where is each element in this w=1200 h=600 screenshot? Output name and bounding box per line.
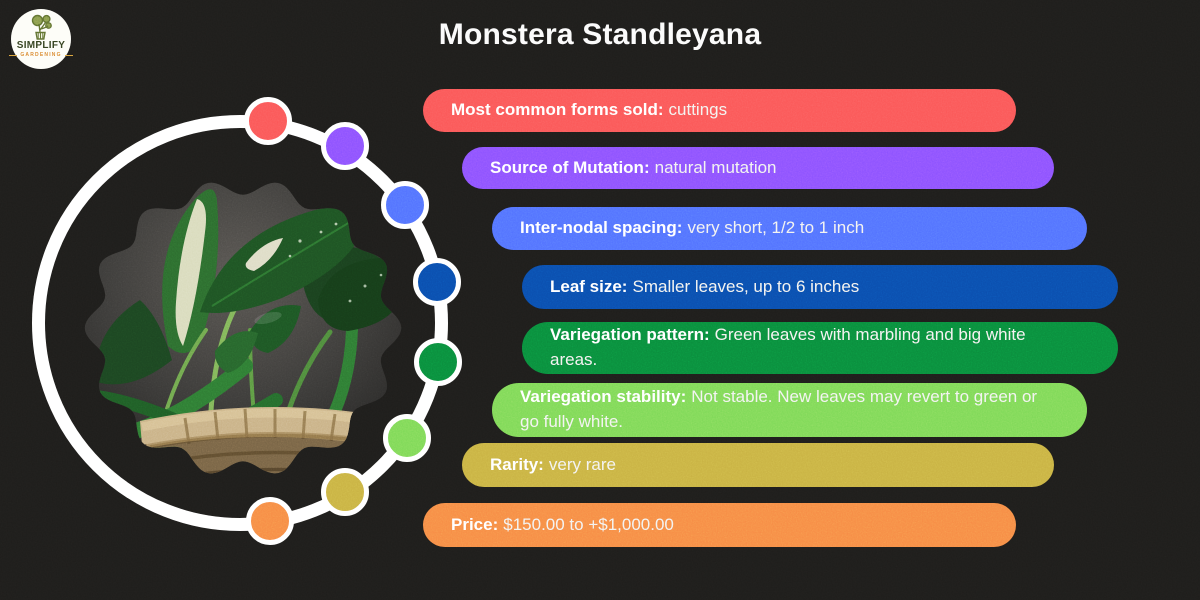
fact-text: Price: $150.00 to +$1,000.00 bbox=[423, 513, 674, 538]
fact-text: Variegation pattern: Green leaves with ma… bbox=[522, 323, 1028, 372]
fact-label: Variegation pattern: bbox=[550, 325, 710, 345]
fact-text: Rarity: very rare bbox=[462, 453, 616, 478]
fact-bar: Inter-nodal spacing: very short, 1/2 to 1… bbox=[492, 207, 1087, 250]
fact-text: Variegation stability: Not stable. New le… bbox=[492, 385, 1048, 434]
ring-dot bbox=[244, 97, 292, 145]
fact-bar: Variegation stability: Not stable. New le… bbox=[492, 383, 1087, 437]
fact-label: Leaf size: bbox=[550, 276, 628, 296]
tagline-rule-right bbox=[64, 55, 73, 56]
fact-label: Variegation stability: bbox=[520, 387, 687, 407]
brand-name: SIMPLIFY bbox=[16, 40, 66, 51]
brand-tagline-row: GARDENING bbox=[9, 52, 73, 58]
fact-bar: Price: $150.00 to +$1,000.00 bbox=[423, 503, 1016, 547]
fact-value: cuttings bbox=[668, 100, 728, 120]
fact-text: Most common forms sold: cuttings bbox=[423, 98, 727, 123]
ring-dot bbox=[414, 338, 462, 386]
fact-text: Source of Mutation: natural mutation bbox=[462, 156, 777, 181]
ring-dot bbox=[246, 497, 294, 545]
page-title: Monstera Standleyana bbox=[438, 18, 762, 51]
ring-dot bbox=[321, 122, 369, 170]
brand-tagline: GARDENING bbox=[20, 52, 62, 58]
ring-dot bbox=[413, 258, 461, 306]
fact-label: Most common forms sold: bbox=[451, 100, 664, 120]
fact-value: Smaller leaves, up to 6 inches bbox=[632, 276, 860, 296]
fact-label: Inter-nodal spacing: bbox=[520, 218, 683, 238]
ring-dot bbox=[321, 468, 369, 516]
fact-label: Price: bbox=[451, 514, 499, 534]
brand-logo: SIMPLIFY GARDENING bbox=[9, 9, 73, 69]
fact-value: very rare bbox=[548, 454, 616, 474]
fact-bar: Source of Mutation: natural mutation bbox=[462, 147, 1054, 189]
fact-label: Source of Mutation: bbox=[490, 157, 650, 177]
plant-photo bbox=[84, 182, 402, 474]
fact-bar: Variegation pattern: Green leaves with ma… bbox=[522, 322, 1118, 374]
fact-bar: Most common forms sold: cuttings bbox=[423, 89, 1016, 132]
fact-bar: Rarity: very rare bbox=[462, 443, 1054, 487]
fact-value: natural mutation bbox=[654, 157, 777, 177]
fact-text: Leaf size: Smaller leaves, up to 6 inches bbox=[522, 275, 859, 300]
fact-value: very short, 1/2 to 1 inch bbox=[687, 218, 865, 238]
ring-dot bbox=[381, 181, 429, 229]
fact-label: Rarity: bbox=[490, 454, 544, 474]
fact-text: Inter-nodal spacing: very short, 1/2 to 1… bbox=[492, 216, 864, 241]
fact-value: $150.00 to +$1,000.00 bbox=[503, 514, 674, 534]
tagline-rule-left bbox=[9, 55, 18, 56]
ring-dot bbox=[383, 414, 431, 462]
fact-bar: Leaf size: Smaller leaves, up to 6 inches bbox=[522, 265, 1118, 309]
potted-plant-icon bbox=[31, 14, 52, 40]
